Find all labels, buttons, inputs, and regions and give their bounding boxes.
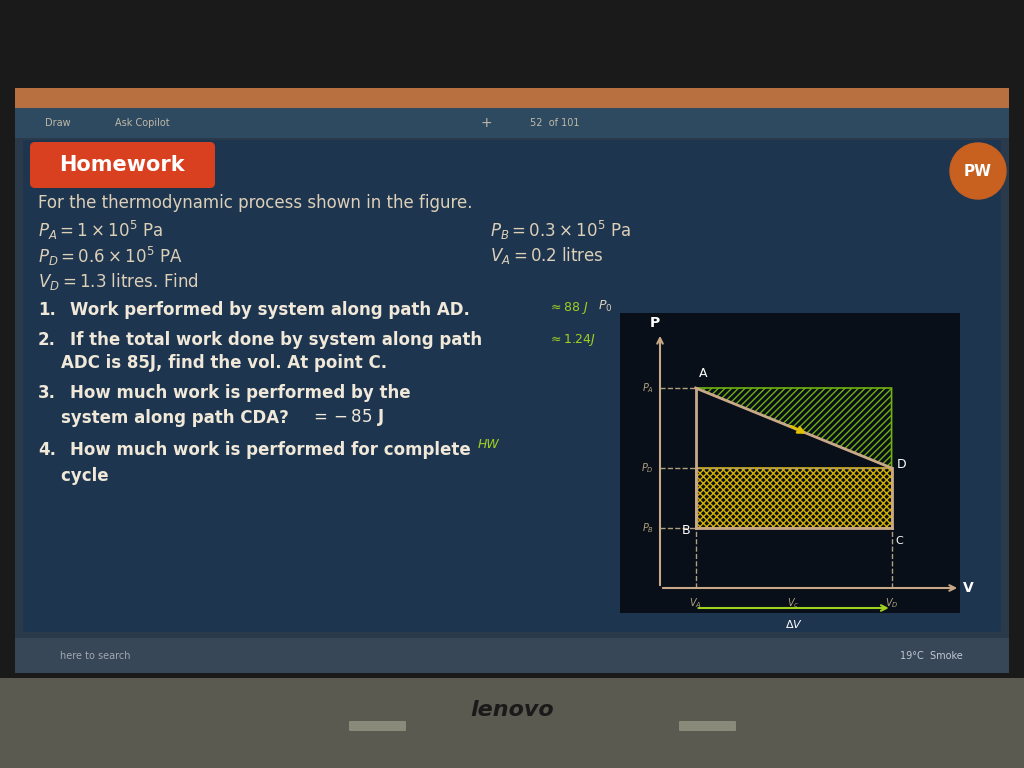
Text: here to search: here to search [60, 651, 130, 661]
Text: D: D [897, 458, 906, 472]
Text: 2.: 2. [38, 331, 56, 349]
Text: $P_B$: $P_B$ [642, 521, 654, 535]
Text: +: + [480, 116, 492, 130]
Text: system along path CDA?: system along path CDA? [38, 409, 289, 427]
Text: $P_D$: $P_D$ [641, 461, 654, 475]
Text: P: P [650, 316, 660, 330]
Text: V: V [963, 581, 974, 595]
Text: Draw: Draw [45, 118, 71, 128]
Text: $P_A$: $P_A$ [642, 381, 654, 395]
Text: Homework: Homework [59, 155, 184, 175]
Text: $P_B = 0.3 \times 10^5$ Pa: $P_B = 0.3 \times 10^5$ Pa [490, 218, 631, 242]
Polygon shape [15, 88, 1009, 108]
Text: $V_D$: $V_D$ [885, 596, 898, 610]
Text: A: A [698, 367, 708, 380]
Text: $V_D = 1.3$ litres. Find: $V_D = 1.3$ litres. Find [38, 272, 199, 293]
Polygon shape [0, 678, 1024, 768]
Text: C: C [896, 536, 903, 546]
Text: 52  of 101: 52 of 101 [530, 118, 580, 128]
Text: $V_A$: $V_A$ [689, 596, 702, 610]
Polygon shape [15, 88, 1009, 673]
Text: How much work is performed for complete: How much work is performed for complete [70, 441, 471, 459]
Text: For the thermodynamic process shown in the figure.: For the thermodynamic process shown in t… [38, 194, 472, 212]
Text: PW: PW [964, 164, 992, 178]
FancyBboxPatch shape [349, 721, 406, 731]
Text: 4.: 4. [38, 441, 56, 459]
FancyBboxPatch shape [23, 140, 1001, 632]
Text: lenovo: lenovo [470, 700, 554, 720]
Text: cycle: cycle [38, 467, 109, 485]
Text: $P_D = 0.6 \times 10^5$ PA: $P_D = 0.6 \times 10^5$ PA [38, 244, 182, 267]
Text: $P_0$: $P_0$ [598, 299, 612, 313]
FancyBboxPatch shape [30, 142, 215, 188]
Text: ADC is 85J, find the vol. At point C.: ADC is 85J, find the vol. At point C. [38, 354, 387, 372]
Text: $V_A = 0.2$ litres: $V_A = 0.2$ litres [490, 246, 604, 266]
Text: $P_A = 1 \times 10^5$ Pa: $P_A = 1 \times 10^5$ Pa [38, 218, 163, 242]
Text: $= -85$ J: $= -85$ J [310, 408, 384, 429]
FancyBboxPatch shape [620, 313, 961, 613]
Text: $V_c$: $V_c$ [787, 596, 800, 610]
Polygon shape [15, 638, 1009, 673]
Text: B: B [682, 524, 690, 537]
Text: HW: HW [478, 439, 500, 452]
Text: $\approx 88$ J: $\approx 88$ J [548, 300, 589, 316]
Text: $\approx 1.24$J: $\approx 1.24$J [548, 332, 596, 348]
Text: 3.: 3. [38, 384, 56, 402]
Text: 19°C  Smoke: 19°C Smoke [900, 651, 963, 661]
Polygon shape [15, 108, 1009, 138]
Text: Work performed by system along path AD.: Work performed by system along path AD. [70, 301, 470, 319]
Text: How much work is performed by the: How much work is performed by the [70, 384, 411, 402]
Text: If the total work done by system along path: If the total work done by system along p… [70, 331, 482, 349]
Text: Ask Copilot: Ask Copilot [115, 118, 170, 128]
Text: 1.: 1. [38, 301, 56, 319]
FancyBboxPatch shape [679, 721, 736, 731]
Text: $\Delta V$: $\Delta V$ [784, 618, 803, 630]
Circle shape [950, 143, 1006, 199]
